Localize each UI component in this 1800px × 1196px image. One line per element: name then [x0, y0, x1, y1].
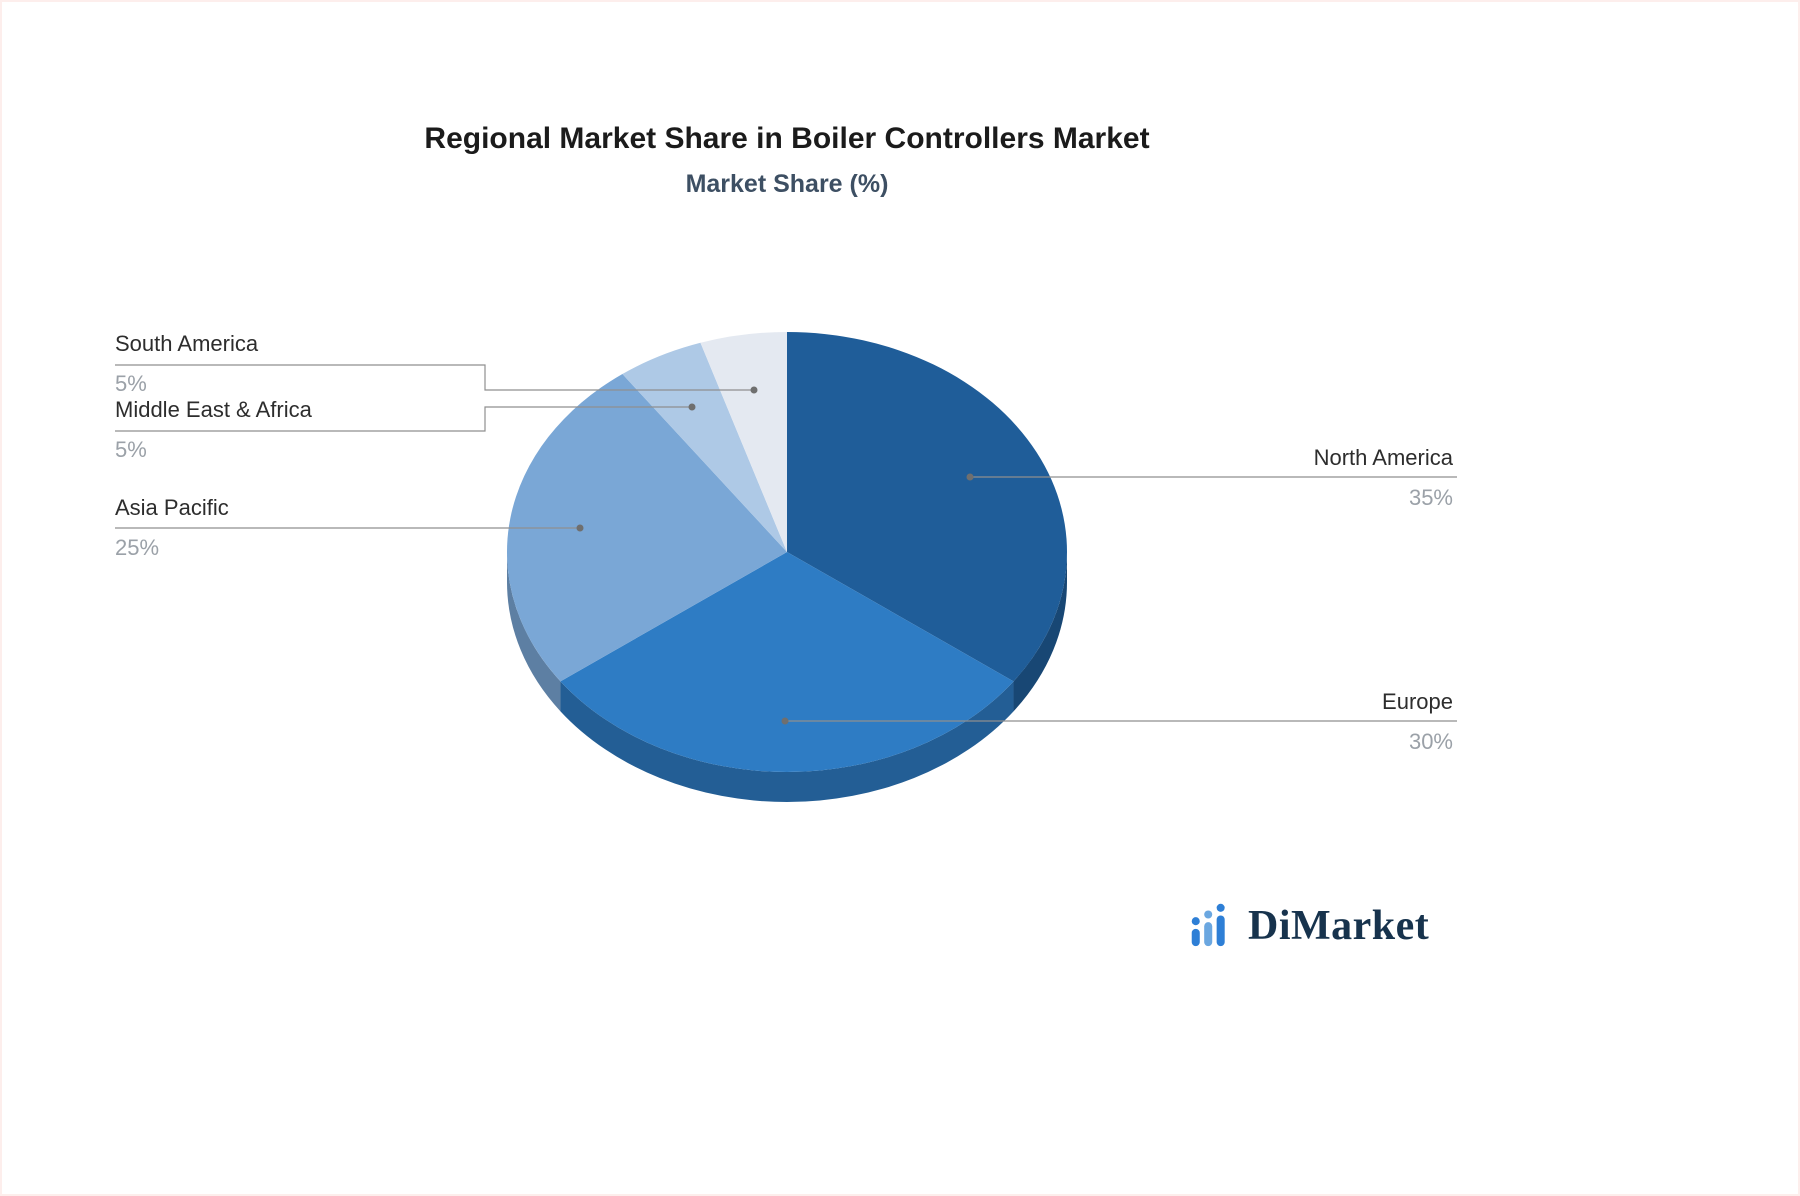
callout-asia-pacific: Asia Pacific 25%: [115, 494, 229, 562]
slice-label: South America: [115, 331, 259, 356]
pie-slice: [700, 332, 787, 552]
brand-name: DiMarket: [1248, 903, 1430, 949]
leader-dot: [576, 524, 584, 532]
slice-label: Europe: [1382, 689, 1453, 714]
callout-europe: Europe 30%: [1382, 688, 1453, 756]
leader-dot: [750, 386, 758, 394]
slice-label: Middle East & Africa: [115, 397, 312, 422]
pie-slice-side: [560, 681, 1014, 802]
pie-slice: [560, 552, 1014, 773]
callout-north-america: North America 35%: [1314, 444, 1453, 512]
pie-slice: [622, 342, 787, 552]
leader-dot: [966, 473, 974, 481]
pie-slice: [507, 374, 787, 682]
slice-value: 35%: [1408, 485, 1453, 510]
slice-value: 30%: [1408, 729, 1453, 754]
chart-subtitle: Market Share (%): [685, 170, 889, 198]
slice-label: North America: [1313, 445, 1453, 470]
pie-slice: [787, 332, 1067, 682]
callout-south-america: South America 5%: [115, 330, 258, 398]
slice-value: 5%: [115, 437, 147, 462]
chart-title: Regional Market Share in Boiler Controll…: [424, 122, 1150, 155]
slice-value: 25%: [115, 535, 160, 560]
leader-dot: [781, 717, 789, 725]
slice-value: 5%: [115, 371, 147, 396]
brand-logo: DiMarket: [1190, 902, 1429, 950]
leader-line: [115, 364, 754, 391]
slice-label: Asia Pacific: [115, 495, 229, 520]
leader-line: [115, 406, 692, 432]
leader-dot: [688, 403, 696, 411]
rising-bars-icon: [1190, 902, 1236, 950]
callout-middle-east-africa: Middle East & Africa 5%: [115, 396, 312, 464]
pie-slice-side: [507, 552, 561, 712]
pie-slice-side: [1013, 552, 1067, 712]
